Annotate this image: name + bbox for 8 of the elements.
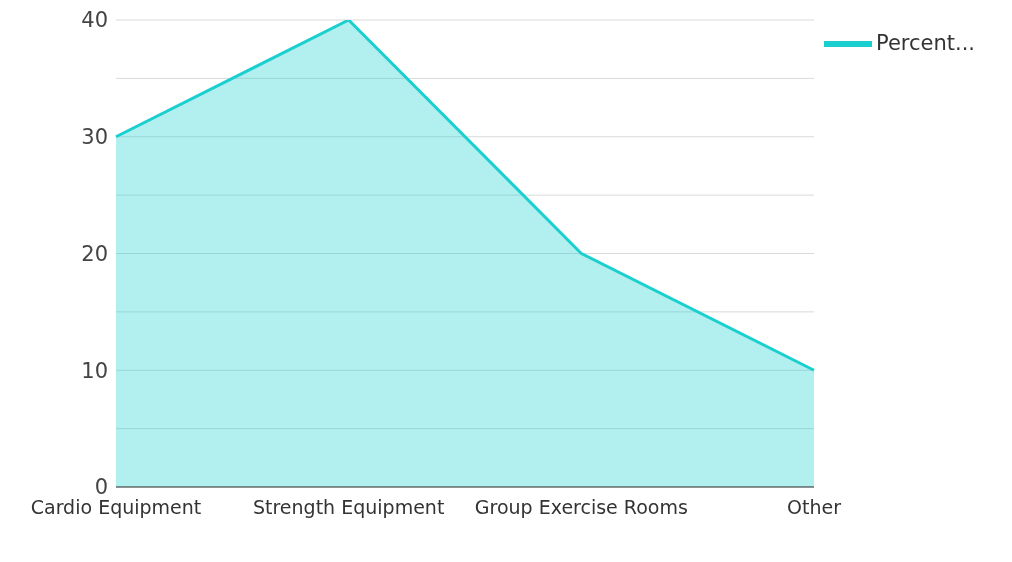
y-tick-label: 30: [81, 125, 108, 150]
x-tick-label: Group Exercise Rooms: [474, 496, 688, 519]
x-tick-label: Strength Equipment: [252, 496, 445, 519]
x-tick-label: Other: [787, 496, 842, 519]
y-tick-label: 10: [81, 358, 108, 383]
y-tick-label: 20: [81, 241, 108, 266]
y-tick-label: 40: [81, 8, 108, 33]
legend-label: Percent...: [876, 31, 976, 55]
